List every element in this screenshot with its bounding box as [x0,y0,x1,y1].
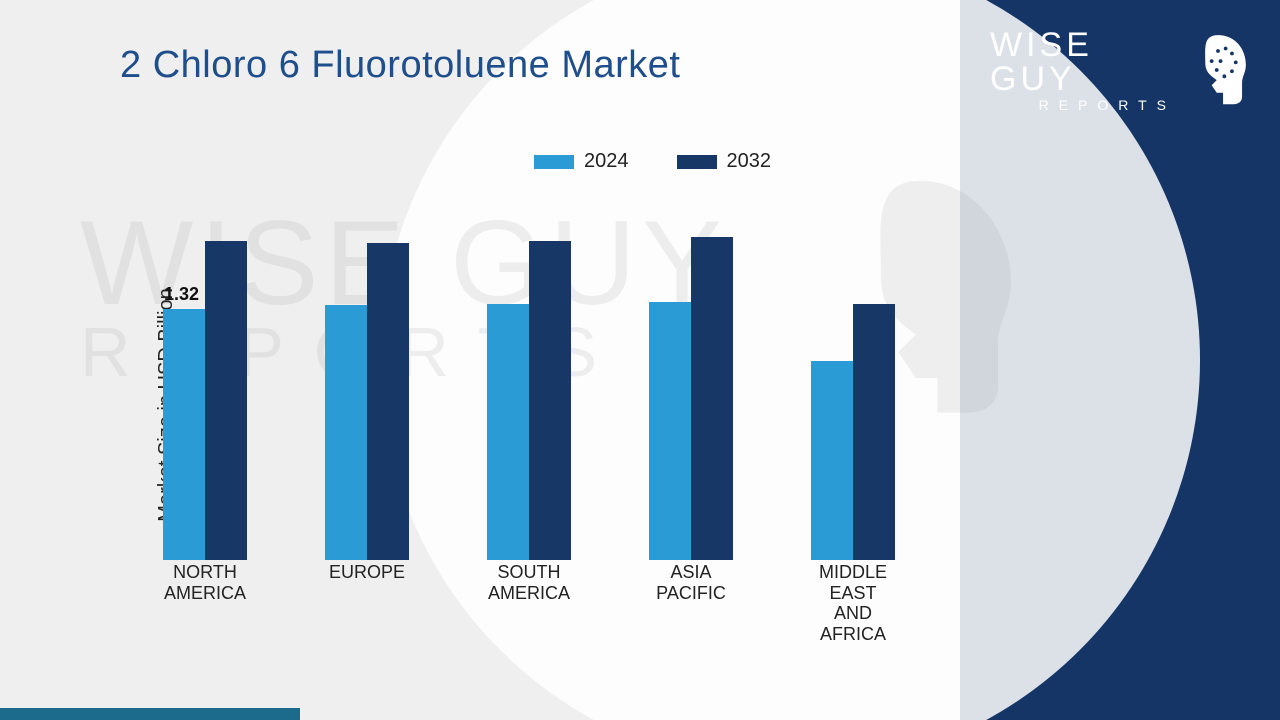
bar-value-label: 1.32 [164,284,199,305]
legend-item-2024: 2024 [534,150,629,173]
bar [163,309,205,560]
bar [691,237,733,560]
bar [487,304,529,561]
legend-label-2024: 2024 [584,150,629,173]
plot-area: 1.32 [124,180,934,560]
bar [811,361,853,561]
bar-group [811,304,895,561]
bar [205,241,247,560]
bar [367,243,409,560]
legend-swatch-2032 [677,155,717,169]
x-category-label: SOUTHAMERICA [448,562,610,645]
bar [529,241,571,560]
brand-sub: REPORTS [990,98,1176,112]
bar-chart: Market Size in USD Billion 2024 2032 1.3… [54,150,954,660]
bottom-accent-bar [0,708,300,720]
brand-name: WISE GUY [990,28,1176,96]
legend: 2024 2032 [534,150,771,173]
bar [853,304,895,561]
x-category-label: MIDDLEEASTANDAFRICA [772,562,934,645]
legend-label-2032: 2032 [727,150,772,173]
x-category-label: EUROPE [286,562,448,645]
x-category-label: ASIAPACIFIC [610,562,772,645]
legend-swatch-2024 [534,155,574,169]
legend-item-2032: 2032 [677,150,772,173]
bar [649,302,691,560]
brand-logo: WISE GUY REPORTS [990,30,1250,110]
x-category-label: NORTHAMERICA [124,562,286,645]
bar-group [649,237,733,560]
bar [325,305,367,560]
chart-title: 2 Chloro 6 Fluorotoluene Market [120,44,680,87]
brand-head-icon [1186,32,1250,108]
x-axis: NORTHAMERICAEUROPESOUTHAMERICAASIAPACIFI… [124,562,934,645]
stage: WISE GUY REPORTS 2 Chloro 6 Fluorotoluen… [0,0,1280,720]
bar-group [487,241,571,560]
bar-group [325,243,409,560]
